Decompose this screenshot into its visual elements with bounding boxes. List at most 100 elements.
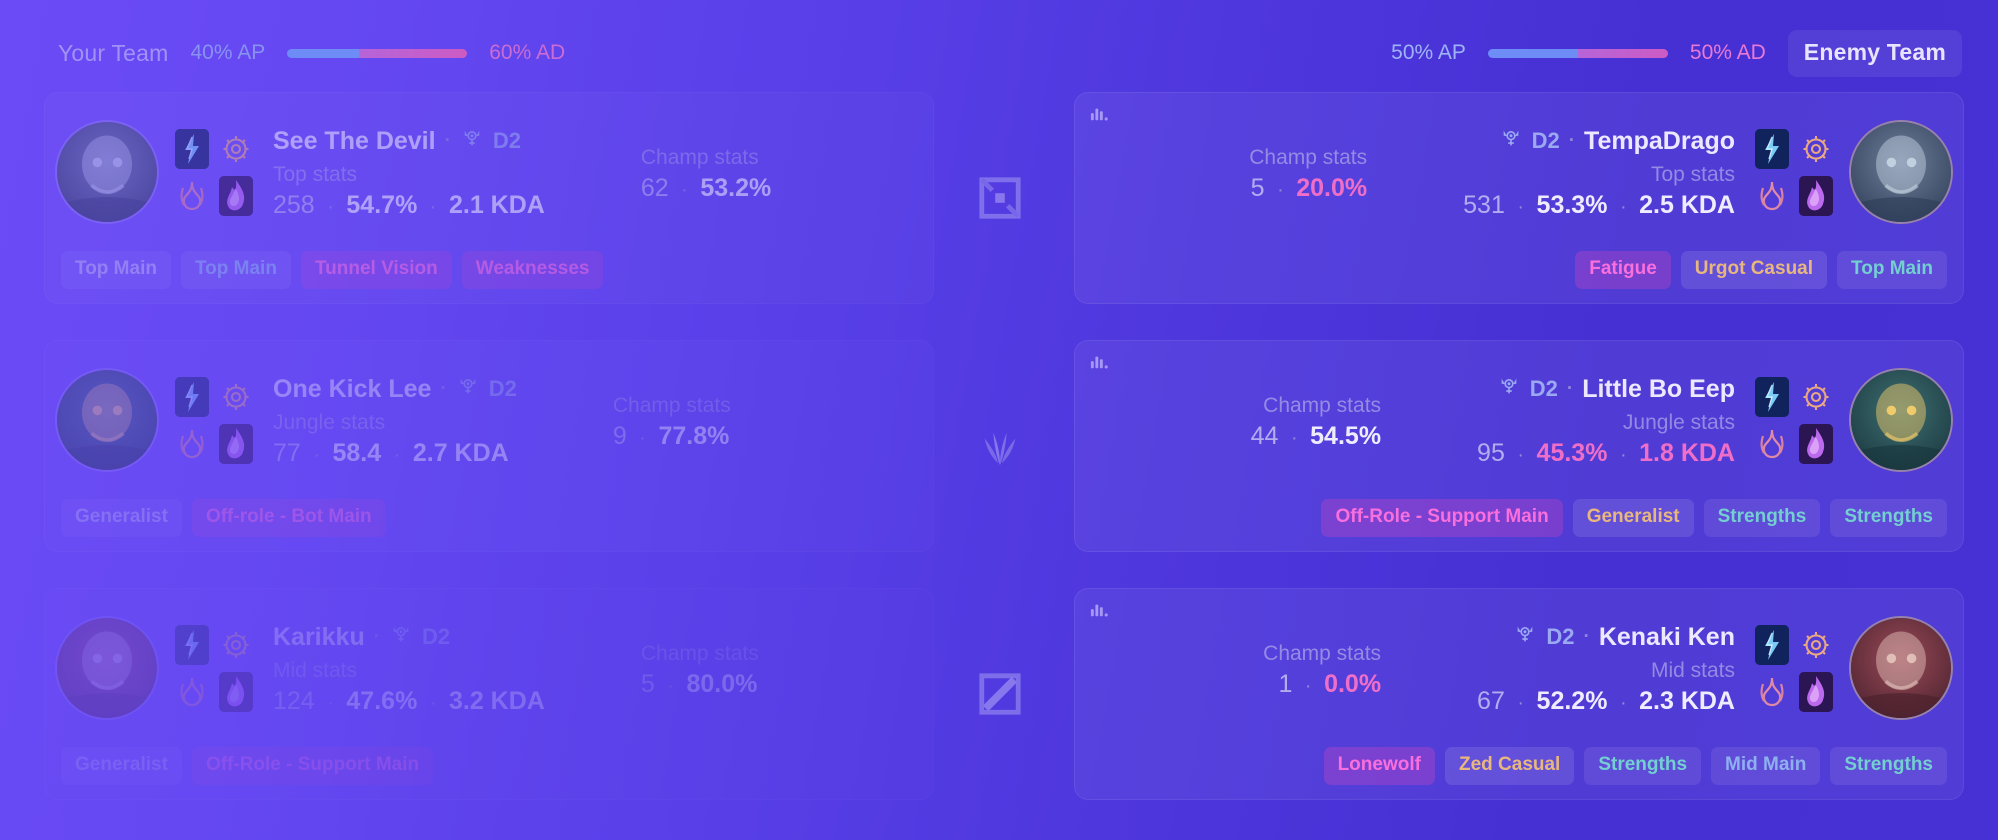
rune-secondary[interactable] xyxy=(1755,424,1789,464)
rank-label: D2 xyxy=(1546,624,1575,649)
champ-stats-label: Champ stats xyxy=(640,642,759,665)
stat-separator: · xyxy=(1614,196,1633,218)
your-team-player-card[interactable]: See The Devil · D2 Top stats 258 · 54.7%… xyxy=(44,92,934,304)
player-tag[interactable]: Off-Role - Support Main xyxy=(191,747,434,785)
champion-portrait[interactable] xyxy=(55,120,159,224)
summoner-spell-2[interactable] xyxy=(219,423,253,464)
champ-games: 5 xyxy=(640,670,655,698)
summoner-spell-1[interactable] xyxy=(175,128,209,169)
chart-bars-icon[interactable] xyxy=(1089,353,1109,371)
rune-primary[interactable] xyxy=(1799,625,1833,665)
enemy-team-player-card[interactable]: D2 · Kenaki Ken Mid stats 67 · 52.2% · 2… xyxy=(1074,588,1964,800)
player-tag[interactable]: Lonewolf xyxy=(1323,747,1435,785)
champ-games: 1 xyxy=(1278,670,1293,698)
summoner-name[interactable]: One Kick Lee xyxy=(273,374,432,403)
role-stats-line: 67 · 52.2% · 2.3 KDA xyxy=(1477,687,1735,716)
summoner-spell-ignite-icon xyxy=(1799,175,1833,216)
champion-portrait[interactable] xyxy=(55,616,159,720)
champ-stats-block: Champ stats 5 · 20.0% xyxy=(1249,141,1367,203)
player-tag[interactable]: Strengths xyxy=(1830,747,1947,785)
rune-secondary[interactable] xyxy=(175,672,209,712)
summoner-spell-2[interactable] xyxy=(1799,671,1833,712)
name-separator: · xyxy=(1583,626,1590,647)
player-tag[interactable]: Fatigue xyxy=(1575,251,1671,289)
summoner-spell-1[interactable] xyxy=(1755,624,1789,665)
summoner-name[interactable]: TempaDrago xyxy=(1584,126,1735,155)
player-tag[interactable]: Top Main xyxy=(180,251,291,289)
rune-secondary[interactable] xyxy=(1755,672,1789,712)
summoner-spell-1[interactable] xyxy=(175,376,209,417)
your-team-player-card[interactable]: Karikku · D2 Mid stats 124 · 47.6% · 3.2… xyxy=(44,588,934,800)
name-separator: · xyxy=(444,130,451,151)
summoner-name[interactable]: Little Bo Eep xyxy=(1582,374,1735,403)
role-stats-label: Mid stats xyxy=(1650,659,1735,682)
role-kda: 3.2 KDA xyxy=(448,687,545,715)
champion-portrait-art xyxy=(57,618,157,718)
champ-winrate: 20.0% xyxy=(1296,174,1368,202)
enemy-team-player-card[interactable]: D2 · TempaDrago Top stats 531 · 53.3% · … xyxy=(1074,92,1964,304)
rune-primary[interactable] xyxy=(1799,377,1833,417)
player-tag[interactable]: Generalist xyxy=(61,747,182,785)
player-tag[interactable]: Strengths xyxy=(1584,747,1702,785)
summoner-spell-1[interactable] xyxy=(1755,128,1789,169)
loadout-icons xyxy=(1755,376,1833,464)
rune-primary[interactable] xyxy=(219,625,253,665)
player-tag[interactable]: Weaknesses xyxy=(461,251,604,289)
player-tag[interactable]: Mid Main xyxy=(1711,747,1821,785)
player-tag[interactable]: Generalist xyxy=(61,499,182,537)
summoner-spell-1[interactable] xyxy=(175,624,209,665)
player-tag[interactable]: Strengths xyxy=(1703,499,1821,537)
role-games: 258 xyxy=(273,191,315,219)
role-top-icon xyxy=(979,177,1021,219)
stat-separator: · xyxy=(633,427,652,449)
role-stats-label: Top stats xyxy=(1650,163,1735,186)
summoner-spell-2[interactable] xyxy=(1799,175,1833,216)
summoner-spell-1[interactable] xyxy=(1755,376,1789,417)
enemy-team-ap-fill xyxy=(1487,48,1578,58)
role-kda: 2.1 KDA xyxy=(448,191,545,219)
enemy-team-ad-label: 50% AD xyxy=(1689,41,1766,64)
player-tag[interactable]: Generalist xyxy=(1572,499,1694,537)
enemy-team-player-card[interactable]: D2 · Little Bo Eep Jungle stats 95 · 45.… xyxy=(1074,340,1964,552)
rune-primary[interactable] xyxy=(219,129,253,169)
summoner-name[interactable]: Kenaki Ken xyxy=(1598,622,1735,651)
summoner-spell-2[interactable] xyxy=(219,175,253,216)
chart-bars-icon[interactable] xyxy=(1089,105,1109,123)
rune-primary[interactable] xyxy=(219,377,253,417)
champ-stats-label: Champ stats xyxy=(1263,394,1382,417)
stat-separator: · xyxy=(1511,444,1530,466)
player-tags: Top Main Top Main Tunnel Vision Weaknesses xyxy=(61,251,604,289)
player-tag[interactable]: Top Main xyxy=(1837,251,1947,289)
player-tag[interactable]: Tunnel Vision xyxy=(300,251,452,289)
rune-secondary-icon xyxy=(180,181,204,210)
summoner-name[interactable]: See The Devil xyxy=(273,126,436,155)
summoner-spell-flash-icon xyxy=(175,376,209,417)
champion-portrait[interactable] xyxy=(1849,616,1953,720)
player-tag[interactable]: Zed Casual xyxy=(1444,747,1575,785)
player-tag[interactable]: Off-role - Bot Main xyxy=(191,499,386,537)
rune-secondary[interactable] xyxy=(1755,176,1789,216)
enemy-team-ad-fill xyxy=(1577,48,1668,58)
summoner-name[interactable]: Karikku xyxy=(273,622,365,651)
rune-secondary[interactable] xyxy=(175,424,209,464)
rune-secondary[interactable] xyxy=(175,176,209,216)
matchup-board: See The Devil · D2 Top stats 258 · 54.7%… xyxy=(0,92,1998,840)
summoner-spell-2[interactable] xyxy=(1799,423,1833,464)
player-tag[interactable]: Strengths xyxy=(1830,499,1947,537)
player-tag[interactable]: Off-Role - Support Main xyxy=(1321,499,1563,537)
rune-primary[interactable] xyxy=(1799,129,1833,169)
champion-portrait[interactable] xyxy=(1849,368,1953,472)
your-team-player-card[interactable]: One Kick Lee · D2 Jungle stats 77 · 58.4… xyxy=(44,340,934,552)
champion-portrait[interactable] xyxy=(1849,120,1953,224)
player-tag[interactable]: Urgot Casual xyxy=(1680,251,1828,289)
player-tag[interactable]: Top Main xyxy=(61,251,171,289)
chart-bars-icon[interactable] xyxy=(1089,601,1109,619)
stat-separator: · xyxy=(1285,427,1304,449)
champ-stats-line: 5 · 20.0% xyxy=(1249,174,1367,203)
champion-portrait-art xyxy=(57,370,157,470)
player-info: D2 · TempaDrago Top stats 531 · 53.3% · … xyxy=(1463,124,1735,220)
champion-portrait[interactable] xyxy=(55,368,159,472)
enemy-team-label[interactable]: Enemy Team xyxy=(1787,29,1962,77)
rank-emblem xyxy=(1513,623,1537,652)
summoner-spell-2[interactable] xyxy=(219,671,253,712)
